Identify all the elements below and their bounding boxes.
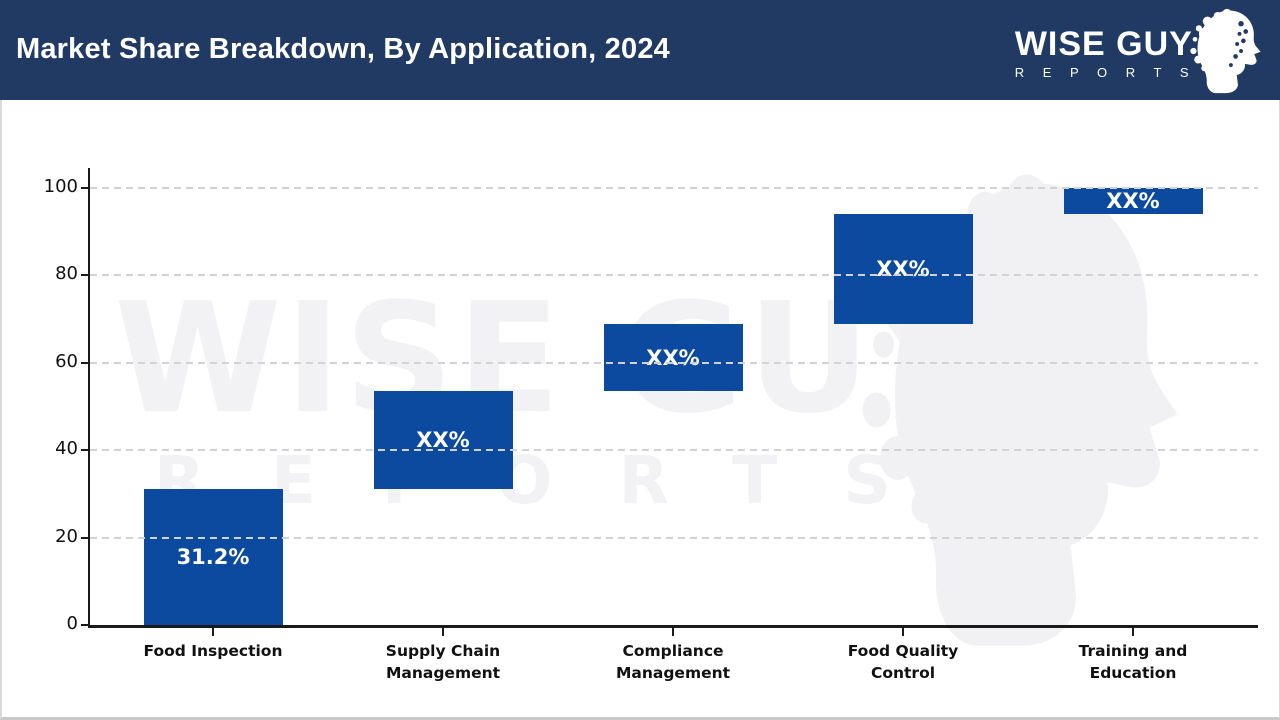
x-tick-mark — [1132, 628, 1134, 636]
y-tick-label: 20 — [55, 525, 78, 547]
brand-subtitle: R E P O R T S — [1014, 65, 1196, 80]
gridline-80 — [90, 274, 1258, 277]
bar-supply-chain-management: XX% — [373, 391, 513, 489]
x-tick-mark — [902, 628, 904, 636]
y-tick-label: 60 — [55, 350, 78, 372]
x-tick-mark — [442, 628, 444, 636]
y-tick-mark — [81, 536, 88, 539]
x-tick-mark — [672, 628, 674, 636]
bar-food-quality-control: XX% — [833, 214, 973, 324]
x-axis-line — [88, 625, 1258, 628]
bar-food-inspection: 31.2% — [143, 488, 283, 625]
chart-area: WISE GUY REPORTS 0 20 40 60 80 100 31.2% Food I… — [0, 100, 1280, 720]
brand-logo: WISE GUY R E P O R T S — [1012, 8, 1266, 98]
brand-head-icon — [1188, 8, 1266, 98]
x-tick-mark — [212, 628, 214, 636]
category-label: Supply Chain Management — [385, 642, 501, 682]
y-tick-label: 100 — [43, 176, 78, 197]
header-bar: Market Share Breakdown, By Application, … — [0, 0, 1280, 100]
y-tick-mark — [81, 274, 88, 277]
brand-name: WISE GUY — [1014, 25, 1193, 63]
y-tick-mark — [81, 361, 88, 364]
y-axis-line — [88, 168, 90, 627]
y-tick-label: 0 — [66, 613, 78, 634]
bar-value-label: XX% — [1106, 189, 1160, 214]
bar-value-label: XX% — [416, 427, 470, 452]
category-label: Food Inspection — [143, 642, 283, 660]
gridline-100 — [90, 187, 1258, 189]
bar-value-label: XX% — [646, 345, 700, 370]
bar-value-label: 31.2% — [176, 544, 250, 569]
y-tick-mark — [81, 449, 88, 452]
gridline-20 — [90, 536, 1258, 539]
gridline-60 — [90, 361, 1258, 364]
page-title: Market Share Breakdown, By Application, … — [16, 33, 670, 65]
category-label: Training and Education — [1078, 642, 1188, 682]
bar-training-and-education: XX% — [1063, 188, 1203, 215]
category-label: Food Quality Control — [847, 642, 959, 682]
y-tick-mark — [81, 187, 88, 189]
bar-compliance-management: XX% — [603, 323, 743, 392]
category-label: Compliance Management — [615, 642, 731, 682]
y-tick-label: 40 — [55, 438, 78, 460]
bar-value-label: XX% — [876, 257, 930, 282]
y-tick-label: 80 — [55, 263, 78, 285]
gridline-40 — [90, 449, 1258, 452]
y-tick-mark — [81, 624, 88, 626]
